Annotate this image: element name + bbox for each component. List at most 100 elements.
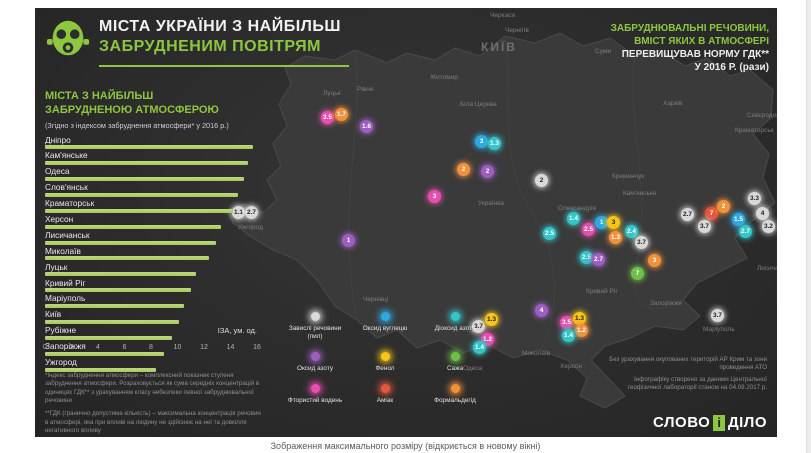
pollution-marker[interactable]: 2.7 bbox=[681, 208, 694, 221]
pollution-marker[interactable]: 4 bbox=[535, 304, 548, 317]
bar-city-label: Маріуполь bbox=[45, 293, 86, 304]
map-city-label: Краматорськ bbox=[735, 127, 774, 134]
bar-row: Миколаїв bbox=[45, 247, 257, 261]
bar bbox=[45, 176, 244, 181]
scrollbar[interactable] bbox=[806, 0, 811, 453]
pollution-marker[interactable]: 1.3 bbox=[609, 231, 622, 244]
pollution-marker[interactable]: 3 bbox=[607, 216, 620, 229]
pollution-marker[interactable]: 1.7 bbox=[335, 108, 348, 121]
pollution-marker[interactable]: 3.5 bbox=[321, 111, 334, 124]
footnote-gdk: **ГДК (гранично допустима кількість) – м… bbox=[45, 410, 261, 435]
bar bbox=[45, 224, 222, 229]
bar-row: Слов'янськ bbox=[45, 183, 257, 197]
map-city-label: Кам'янське bbox=[623, 190, 657, 197]
pollution-marker[interactable]: 3 bbox=[648, 254, 661, 267]
map-city-label: Сєвєродонецьк bbox=[747, 112, 777, 119]
pollution-marker[interactable]: 2 bbox=[535, 174, 548, 187]
pollution-marker[interactable]: 3.7 bbox=[635, 236, 648, 249]
pollution-marker[interactable]: 7 bbox=[631, 267, 644, 280]
map-city-label: Луцьк bbox=[323, 90, 341, 97]
pollution-marker[interactable]: 1 bbox=[342, 234, 355, 247]
pollution-marker[interactable]: 3.7 bbox=[472, 320, 485, 333]
co-dot-icon bbox=[380, 312, 390, 321]
pollutants-header-line: ПЕРЕВИЩУВАВ НОРМУ ГДК** bbox=[621, 49, 769, 60]
legend-item: Фенол bbox=[353, 352, 417, 373]
bar bbox=[45, 351, 165, 356]
pollution-marker[interactable]: 2.5 bbox=[580, 251, 593, 264]
gas-mask-icon bbox=[46, 20, 90, 56]
pollution-marker[interactable]: 1.3 bbox=[488, 137, 501, 150]
pollution-marker[interactable]: 1.4 bbox=[562, 329, 575, 342]
footnote-right: Без урахування окупованих територій АР К… bbox=[609, 356, 767, 395]
pollution-marker[interactable]: 1.2 bbox=[575, 324, 588, 337]
pollution-marker[interactable]: 3.2 bbox=[762, 220, 775, 233]
pollution-marker[interactable]: 2.5 bbox=[582, 223, 595, 236]
bar-row: Краматорськ bbox=[45, 199, 257, 213]
pollutants-header-line: ЗАБРУДНЮВАЛЬНІ РЕЧОВИНИ, bbox=[610, 23, 769, 34]
pollution-marker[interactable]: 1.5 bbox=[732, 213, 745, 226]
bar bbox=[45, 335, 173, 340]
bar-city-label: Краматорськ bbox=[45, 198, 95, 209]
logo-word-i: і bbox=[713, 414, 725, 431]
chart-title-line-1: МІСТА З НАЙБІЛЬШ bbox=[45, 90, 154, 102]
pollution-marker[interactable]: 2.7 bbox=[592, 253, 605, 266]
map-city-label: Черкаси bbox=[490, 12, 516, 19]
bar-chart-rows: Дніпро Кам'янське Одеса Слов'янськ Краматорс… bbox=[45, 135, 257, 372]
map-city-label: Одеса bbox=[463, 365, 483, 372]
map-city-label: Суми bbox=[595, 48, 611, 55]
slovoidilo-logo: СЛОВО і ДІЛО bbox=[653, 414, 767, 431]
legend-label: Оксид азоту bbox=[296, 365, 334, 372]
pollution-marker[interactable]: 1.3 bbox=[485, 313, 498, 326]
map-city-label: Лисичанськ bbox=[757, 265, 777, 272]
pollution-marker[interactable]: 1.4 bbox=[473, 341, 486, 354]
pollution-marker[interactable]: 1.1 bbox=[232, 206, 245, 219]
pollution-marker[interactable]: 2 bbox=[717, 200, 730, 213]
pollution-marker[interactable]: 3 bbox=[428, 190, 441, 203]
pollution-marker[interactable]: 3 bbox=[475, 135, 488, 148]
bar bbox=[45, 161, 248, 166]
legend-label: Фенол bbox=[375, 365, 395, 372]
legend-label: Аміак bbox=[376, 397, 394, 404]
pollution-marker[interactable]: 3.7 bbox=[711, 309, 724, 322]
pollution-marker[interactable]: 3.5 bbox=[560, 316, 573, 329]
infographic-canvas: Черкаси Чернігів КИЇВ Суми Житомир Рівне Луцьк… bbox=[35, 8, 777, 437]
pollution-marker[interactable]: 2 bbox=[457, 163, 470, 176]
pollution-marker[interactable]: 4 bbox=[756, 207, 769, 220]
x-axis-tick: 12 bbox=[200, 344, 208, 351]
map-city-label: Кривий Ріг bbox=[586, 288, 618, 295]
region-border-line bbox=[348, 49, 358, 321]
bar-row: Луцьк bbox=[45, 262, 257, 277]
full-size-image-link[interactable]: Зображення максимального розміру (відкри… bbox=[270, 441, 541, 451]
pollution-marker[interactable]: 2.4 bbox=[625, 225, 638, 238]
bar-city-label: Ужгород bbox=[45, 356, 77, 367]
legend-item: Сажа bbox=[423, 352, 487, 373]
pollution-marker[interactable]: 3.3 bbox=[748, 192, 761, 205]
pollution-marker[interactable]: 2.7 bbox=[245, 206, 258, 219]
map-city-label: Олександрія bbox=[558, 205, 597, 212]
bar-row: Кривий Ріг bbox=[45, 277, 257, 293]
title-line-1: МІСТА УКРАЇНИ З НАЙБІЛЬШ bbox=[99, 18, 341, 35]
pollution-marker[interactable]: 1.4 bbox=[567, 212, 580, 225]
bar-row: Одеса bbox=[45, 167, 257, 181]
pollution-marker[interactable]: 2.7 bbox=[739, 225, 752, 238]
bar bbox=[45, 367, 157, 372]
pollution-marker[interactable]: 7 bbox=[705, 207, 718, 220]
pollutants-header: ЗАБРУДНЮВАЛЬНІ РЕЧОВИНИ, ВМІСТ ЯКИХ В АТ… bbox=[611, 22, 769, 74]
pollution-marker[interactable]: 3.7 bbox=[698, 220, 711, 233]
pollution-marker[interactable]: 1 bbox=[595, 216, 608, 229]
footnote-iza: *Індекс забруднення атмосфери – комплекс… bbox=[45, 372, 260, 405]
pollution-marker[interactable]: 1.3 bbox=[573, 312, 586, 325]
bar-row: Запоріжжя bbox=[45, 342, 257, 356]
dust-dot-icon bbox=[310, 312, 320, 321]
bar-city-label: Кривий Ріг bbox=[45, 277, 86, 288]
map-city-label: Чернівці bbox=[363, 296, 389, 303]
pollution-marker[interactable]: 1.6 bbox=[360, 120, 373, 133]
bar-row: Кам'янське bbox=[45, 151, 257, 166]
pollution-marker[interactable]: 2 bbox=[481, 165, 494, 178]
pollution-marker[interactable]: 2.5 bbox=[543, 227, 556, 240]
map-city-label: Кременчук bbox=[612, 173, 645, 180]
no2-dot-icon bbox=[450, 312, 460, 321]
logo-word-dilo: ДІЛО bbox=[727, 414, 767, 431]
bar-city-label: Лисичанськ bbox=[45, 229, 90, 240]
footnote-source: Інфографіку створено за даними Центральн… bbox=[627, 375, 767, 392]
